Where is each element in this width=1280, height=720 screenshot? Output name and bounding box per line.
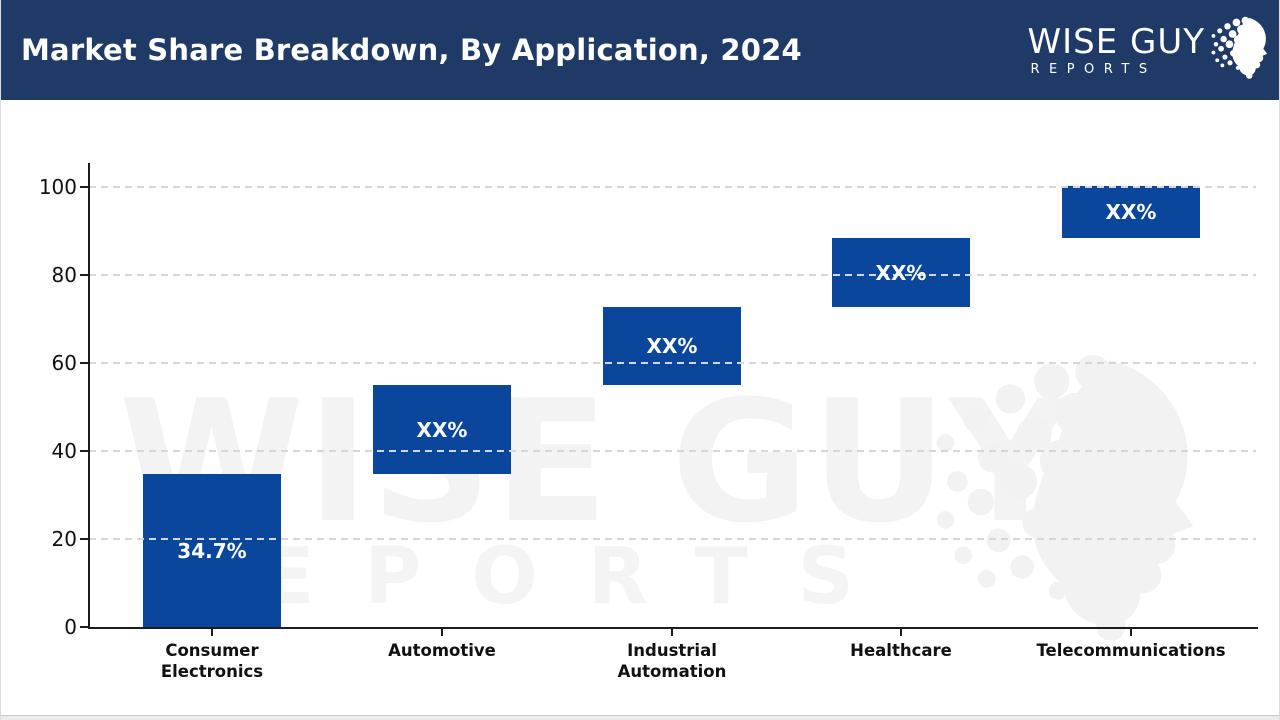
bar-value-label-industrial-automation: XX% [646,334,698,358]
x-tick-mark-healthcare [900,629,902,636]
bar-industrial-automation [603,307,741,385]
y-tick-mark-40 [80,450,89,452]
wiseguy-logo: WISE GUY REPORTS [1027,14,1271,86]
y-tick-label-40: 40 [51,439,77,463]
x-tick-mark-industrial-automation [671,629,673,636]
bar-automotive [373,385,511,474]
chart-area: WISE GUY REPORTS 0 20 40 60 80 100 34.7% Consum… [1,100,1279,716]
category-label-automotive: Automotive [388,641,496,660]
x-tick-mark-consumer-electronics [211,629,213,636]
category-label-healthcare: Healthcare [850,641,952,660]
x-tick-mark-automotive [441,629,443,636]
y-tick-mark-20 [80,538,89,540]
y-tick-label-100: 100 [38,175,77,199]
y-axis-line [88,163,90,629]
bottom-border [1,715,1279,720]
y-tick-mark-100 [80,186,89,188]
chart-title: Market Share Breakdown, By Application, … [21,33,802,67]
category-label-consumer-electronics: Consumer Electronics [160,641,264,681]
bar-value-label-healthcare: XX% [875,260,927,285]
x-axis-line [88,627,1258,629]
bar-telecommunications [1062,186,1200,238]
x-tick-mark-telecommunications [1130,629,1132,636]
gridline-100 [89,186,1256,188]
gridline-40 [89,450,1256,452]
bar-value-label-consumer-electronics: 34.7% [177,538,247,563]
gridline-60 [89,362,1256,364]
y-tick-label-80: 80 [51,263,77,287]
y-tick-label-0: 0 [64,615,77,639]
y-tick-mark-80 [80,274,89,276]
gridline-20 [89,538,1256,540]
bar-healthcare [832,238,970,307]
logo-text: WISE GUY REPORTS [1027,25,1205,76]
gridline-80 [89,274,1256,276]
bar-consumer-electronics [143,474,281,627]
logo-wordmark: WISE GUY [1027,21,1205,62]
category-label-telecommunications: Telecommunications [1036,641,1226,660]
header-bar: Market Share Breakdown, By Application, … [1,0,1279,100]
y-tick-label-20: 20 [51,527,77,551]
logo-head-icon [1211,16,1268,79]
y-tick-label-60: 60 [51,351,77,375]
y-tick-mark-60 [80,362,89,364]
category-label-industrial-automation: Industrial Automation [617,641,727,681]
y-tick-mark-0 [80,626,89,628]
bar-value-label-automotive: XX% [416,417,468,442]
bar-value-label-telecommunications: XX% [1105,200,1157,224]
logo-subtext: REPORTS [1030,61,1157,77]
